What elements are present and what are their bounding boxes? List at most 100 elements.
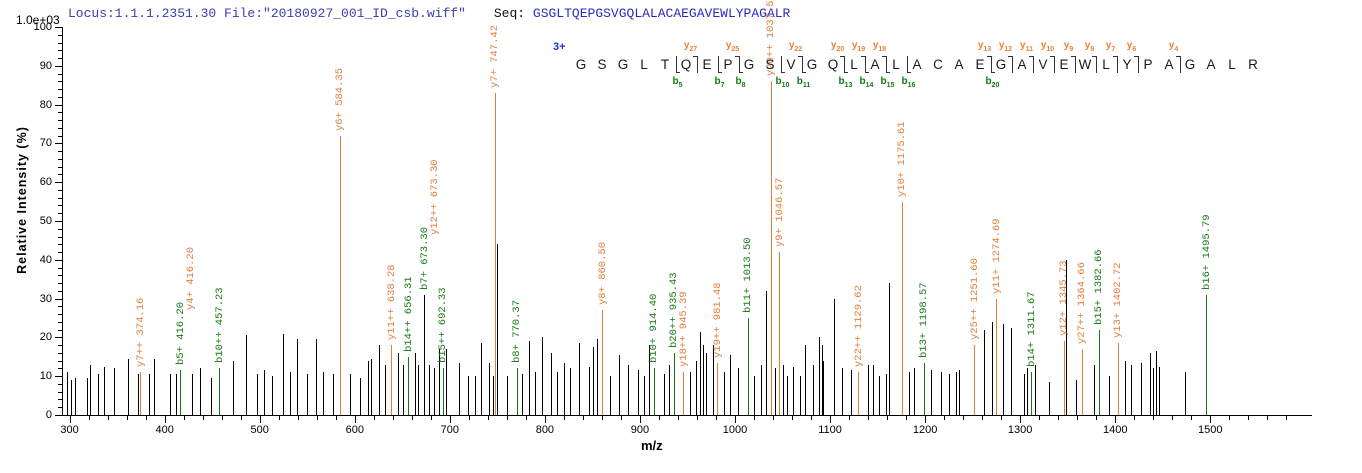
y-ion-marker: y11 <box>1020 40 1033 53</box>
fragment-ion-number: 7 <box>1111 46 1116 53</box>
spectrum-peak <box>597 339 599 415</box>
spectrum-peak <box>760 364 762 415</box>
spectrum-peak <box>713 345 715 415</box>
spectrum-peak <box>1124 360 1126 415</box>
y-minor-tick <box>58 391 62 393</box>
fragment-boundary-line <box>864 56 866 73</box>
x-minor-tick <box>430 416 432 420</box>
spectrum-peak <box>649 345 651 415</box>
spectrum-peak <box>70 380 72 415</box>
peak-label: y4+ 416.20 <box>185 247 198 311</box>
spectrum-peak <box>535 372 537 415</box>
y-minor-tick <box>58 58 62 60</box>
spectrum-peak <box>699 331 701 415</box>
spectrum-peak <box>913 368 915 415</box>
y-minor-tick <box>58 135 62 137</box>
spectrum-peak <box>974 345 976 415</box>
y-major-tick <box>55 143 62 145</box>
spectrum-peak <box>488 362 490 415</box>
spectrum-peak <box>1076 380 1078 415</box>
y-ion-hook <box>1112 56 1117 57</box>
b-ion-marker: b11 <box>796 76 811 89</box>
peptide-residue: A <box>1017 57 1027 72</box>
spectrum-peak <box>669 364 671 415</box>
spectrum-peak <box>619 354 621 415</box>
y-ion-marker: y12 <box>998 40 1013 53</box>
spectrum-peak <box>673 352 675 415</box>
y-major-tick <box>55 104 62 106</box>
y-minor-tick <box>58 81 62 83</box>
y-minor-tick <box>58 383 62 385</box>
peak-label: b15++ 692.33 <box>437 287 450 364</box>
spectrum-peak <box>766 290 768 415</box>
b-ion-hook <box>717 72 722 73</box>
spectrum-peak <box>833 298 835 415</box>
y-ion-marker: y7 <box>1105 40 1116 53</box>
spectrum-peak <box>66 372 68 415</box>
x-tick-label: 700 <box>440 424 460 436</box>
peptide-residue: L <box>892 57 900 72</box>
peak-label: y9+ 1046.57 <box>773 177 786 248</box>
spectrum-peak <box>602 310 604 415</box>
y-major-tick <box>55 65 62 67</box>
spectrum-peak <box>1108 376 1110 415</box>
x-minor-tick <box>563 416 565 420</box>
fragment-boundary-line <box>675 56 677 73</box>
peak-label: b10++ 457.23 <box>213 287 226 364</box>
peak-label: y7++ 374.16 <box>134 298 147 368</box>
spectrum-peak <box>996 298 998 415</box>
spectrum-peak <box>1131 364 1133 415</box>
spectrum-peak <box>1150 352 1152 415</box>
spectrum-peak <box>930 370 932 415</box>
spectrum-peak <box>192 374 194 415</box>
spectrum-peak <box>799 376 801 415</box>
x-minor-tick <box>525 416 527 420</box>
y-minor-tick <box>58 321 62 323</box>
y-ion-hook <box>839 56 844 57</box>
spectrum-peak <box>506 376 508 415</box>
peptide-residue: G <box>1184 57 1196 72</box>
fragment-ion-number: 14 <box>865 82 874 89</box>
peptide-residue: G <box>806 57 818 72</box>
y-tick-label: 90 <box>39 59 52 72</box>
fragment-ion-number: 8 <box>1090 46 1095 53</box>
y-ion-hook <box>1049 56 1054 57</box>
y-tick-label: 80 <box>39 98 52 111</box>
x-tick-label: 1100 <box>818 424 842 436</box>
y-minor-tick <box>58 197 62 199</box>
spectrum-peak <box>246 335 248 415</box>
peptide-residue: P <box>1143 57 1153 72</box>
y-major-tick <box>55 376 62 378</box>
peptide-residue: A <box>954 57 964 72</box>
peptide-residue: A <box>1164 57 1174 72</box>
spectrum-peak <box>579 343 581 415</box>
x-minor-tick <box>183 416 185 420</box>
peak-label: b16+ 1495.79 <box>1200 214 1213 290</box>
peptide-residue: E <box>975 57 985 72</box>
spectrum-peak <box>588 366 590 415</box>
spectrum-peak <box>211 378 213 415</box>
spectrum-peak <box>948 374 950 415</box>
x-major-tick <box>69 416 71 423</box>
spectrum-peak <box>467 376 469 415</box>
x-minor-tick <box>601 416 603 420</box>
spectrum-peak <box>723 372 725 415</box>
x-major-tick <box>259 416 261 423</box>
b-ion-hook <box>885 72 890 73</box>
b-ion-hook <box>780 72 785 73</box>
intensity-scale-note: 1.0e+03 <box>16 13 60 27</box>
spectrum-peak <box>747 318 749 415</box>
y-tick-label: 10 <box>39 370 52 383</box>
x-minor-tick <box>696 416 698 420</box>
spectrum-peak <box>792 366 794 415</box>
fragment-boundary-line <box>1179 56 1181 73</box>
fragment-boundary-line <box>885 56 887 73</box>
peptide-residue: T <box>660 57 670 72</box>
spectrum-peak <box>696 360 698 415</box>
spectrum-peak <box>770 81 772 415</box>
x-minor-tick <box>1096 416 1098 420</box>
spectrum-peak <box>332 374 334 415</box>
spectrum-peak <box>497 244 499 415</box>
x-minor-tick <box>773 416 775 420</box>
x-minor-tick <box>278 416 280 420</box>
